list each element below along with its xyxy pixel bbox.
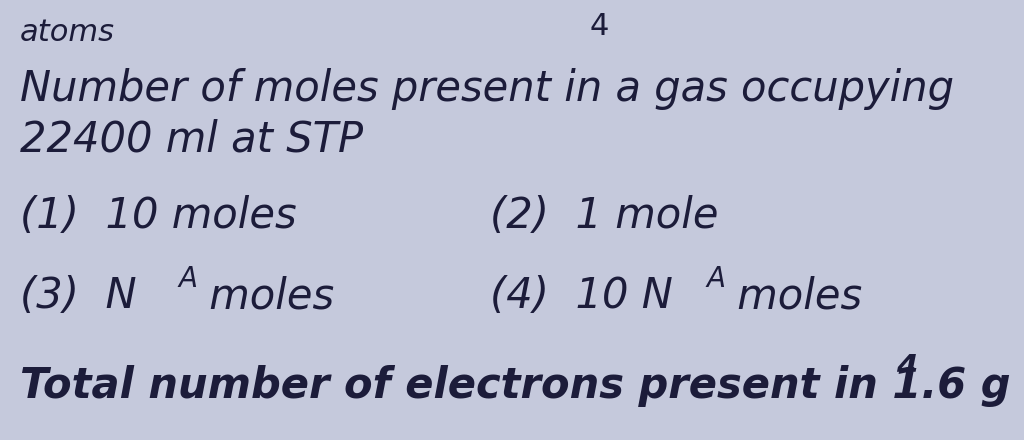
Text: moles: moles (196, 275, 334, 317)
Text: 4: 4 (590, 12, 609, 41)
Text: moles: moles (724, 275, 862, 317)
Text: (3)  N: (3) N (20, 275, 136, 317)
Text: (1)  10 moles: (1) 10 moles (20, 195, 297, 237)
Text: (4)  10 N: (4) 10 N (490, 275, 673, 317)
Text: A: A (706, 265, 725, 293)
Text: A: A (178, 265, 197, 293)
Text: 22400 ml at STP: 22400 ml at STP (20, 118, 364, 160)
Text: atoms: atoms (20, 18, 115, 47)
Text: Total number of electrons present in 1.6 g of CH: Total number of electrons present in 1.6… (20, 365, 1024, 407)
Text: (2)  1 mole: (2) 1 mole (490, 195, 719, 237)
Text: Number of moles present in a gas occupying: Number of moles present in a gas occupyi… (20, 68, 954, 110)
Text: 4: 4 (896, 353, 918, 382)
